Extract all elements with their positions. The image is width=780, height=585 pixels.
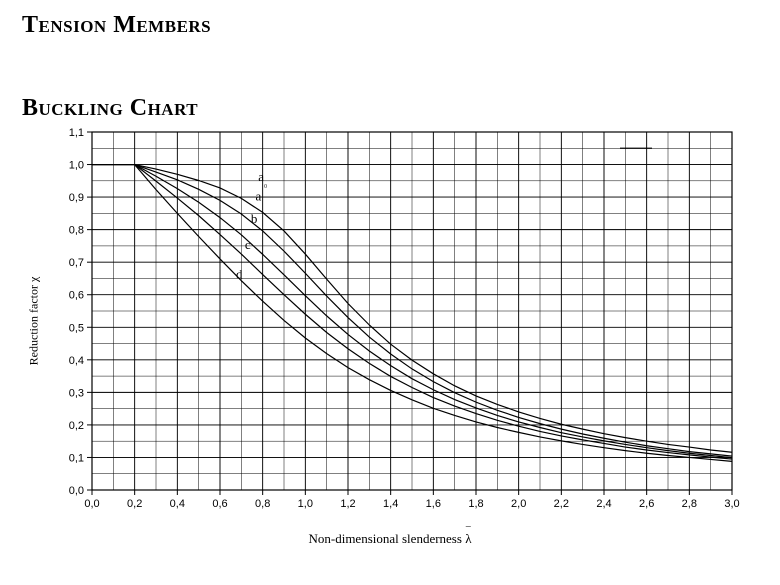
y-axis-label: Reduction factor χ <box>27 277 42 366</box>
page: Tension Members Buckling Chart Reduction… <box>0 0 780 585</box>
lambda-bar-symbol: λ‾ <box>465 531 471 546</box>
curve-label-b: b <box>251 211 258 226</box>
grid-minor <box>92 132 732 490</box>
y-tick-label: 0,0 <box>69 485 84 497</box>
x-tick-label: 0,8 <box>255 498 270 510</box>
x-tick-label: 1,2 <box>340 498 355 510</box>
y-tick-label: 0,5 <box>69 322 84 334</box>
curve-label-d: d <box>236 266 243 281</box>
chart-container: Reduction factor χ 0,0 0,2 0,4 0,6 0,8 1,0 1,2… <box>22 124 758 547</box>
heading-buckling-chart: Buckling Chart <box>22 95 758 122</box>
x-tick-label: 1,8 <box>468 498 483 510</box>
y-tick-label: 0,8 <box>69 225 84 237</box>
x-tick-label: 2,8 <box>682 498 697 510</box>
y-tick-label: 1,1 <box>69 127 84 139</box>
y-tick-label: 0,9 <box>69 192 84 204</box>
x-axis-label-text: Non-dimensional slenderness <box>308 531 465 546</box>
x-tick-label: 2,0 <box>511 498 526 510</box>
x-tick-label: 0,4 <box>170 498 185 510</box>
y-tick-label: 0,2 <box>69 420 84 432</box>
curve-label-a: a <box>256 188 262 203</box>
x-tick-label: 2,6 <box>639 498 654 510</box>
curve-label-c: c <box>245 237 251 252</box>
x-axis-label: Non-dimensional slenderness λ‾ <box>22 531 758 547</box>
buckling-chart-svg: 0,0 0,2 0,4 0,6 0,8 1,0 1,2 1,4 1,6 1,8 2,0 2,2 2,4 2… <box>22 124 758 524</box>
x-tick-label: 0,2 <box>127 498 142 510</box>
heading-tension-members: Tension Members <box>22 12 758 39</box>
x-tick-label: 2,2 <box>554 498 569 510</box>
y-tick-label: 0,6 <box>69 290 84 302</box>
y-tick-label: 0,7 <box>69 257 84 269</box>
y-tick-label: 0,3 <box>69 387 84 399</box>
x-tick-label: 0,6 <box>212 498 227 510</box>
x-tick-label: 0,0 <box>84 498 99 510</box>
x-tick-label: 1,4 <box>383 498 398 510</box>
y-tick-label: 1,0 <box>69 160 84 172</box>
x-tick-label: 1,0 <box>298 498 313 510</box>
x-tick-label: 3,0 <box>724 498 739 510</box>
y-tick-label: 0,4 <box>69 355 84 367</box>
x-tick-label: 1,6 <box>426 498 441 510</box>
y-tick-label: 0,1 <box>69 452 84 464</box>
x-tick-label: 2,4 <box>596 498 611 510</box>
